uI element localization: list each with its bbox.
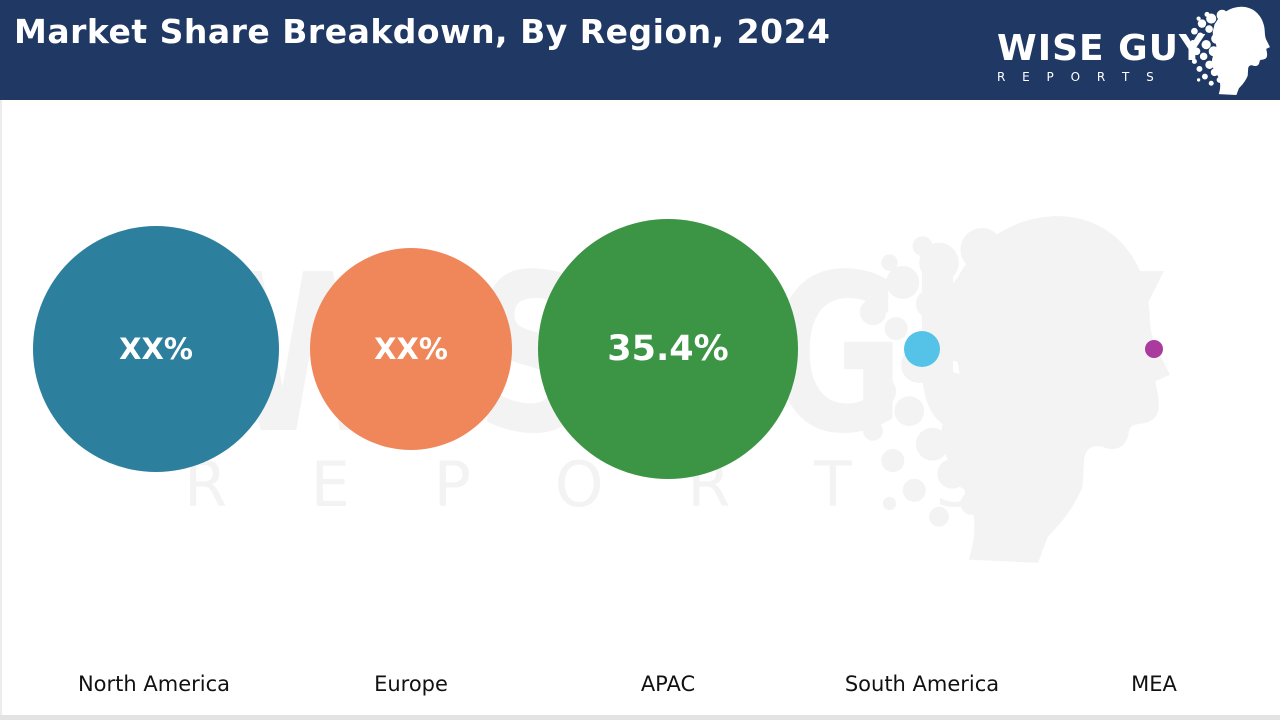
page-title: Market Share Breakdown, By Region, 2024	[14, 12, 831, 51]
category-label-europe: Europe	[374, 672, 448, 696]
category-label-south-america: South America	[844, 672, 1000, 696]
category-label-north-america: North America	[77, 672, 231, 696]
category-label-apac: APAC	[640, 672, 696, 696]
bubble-europe: XX%	[310, 248, 512, 450]
logo-subtext: R E P O R T S	[996, 70, 1161, 84]
bubble-value-europe: XX%	[374, 332, 448, 366]
category-label-mea: MEA	[1131, 672, 1177, 696]
bubble-north-america: XX%	[33, 226, 279, 472]
dotted-head-profile-icon	[1186, 6, 1270, 95]
watermark-head-icon	[840, 212, 1170, 564]
bubble-mea	[1145, 340, 1163, 358]
wiseguy-logo: WISE GUY R E P O R T S	[997, 0, 1280, 95]
bubble-value-apac: 35.4%	[607, 329, 729, 369]
logo-wordmark: WISE GUY	[996, 28, 1206, 69]
slide-bottom-edge	[0, 715, 1280, 720]
bubble-chart: WISE GUY R E P O R T S XX% XX% 35.4% Nor…	[0, 100, 1280, 715]
bubble-south-america	[904, 331, 940, 367]
bubble-value-north-america: XX%	[119, 332, 193, 366]
header: Market Share Breakdown, By Region, 2024 …	[0, 0, 1280, 100]
bubble-apac: 35.4%	[538, 219, 798, 479]
logo-wordmark-block: WISE GUY R E P O R T S	[996, 28, 1206, 85]
watermark-subtext: R E P O R T S	[184, 448, 1007, 521]
